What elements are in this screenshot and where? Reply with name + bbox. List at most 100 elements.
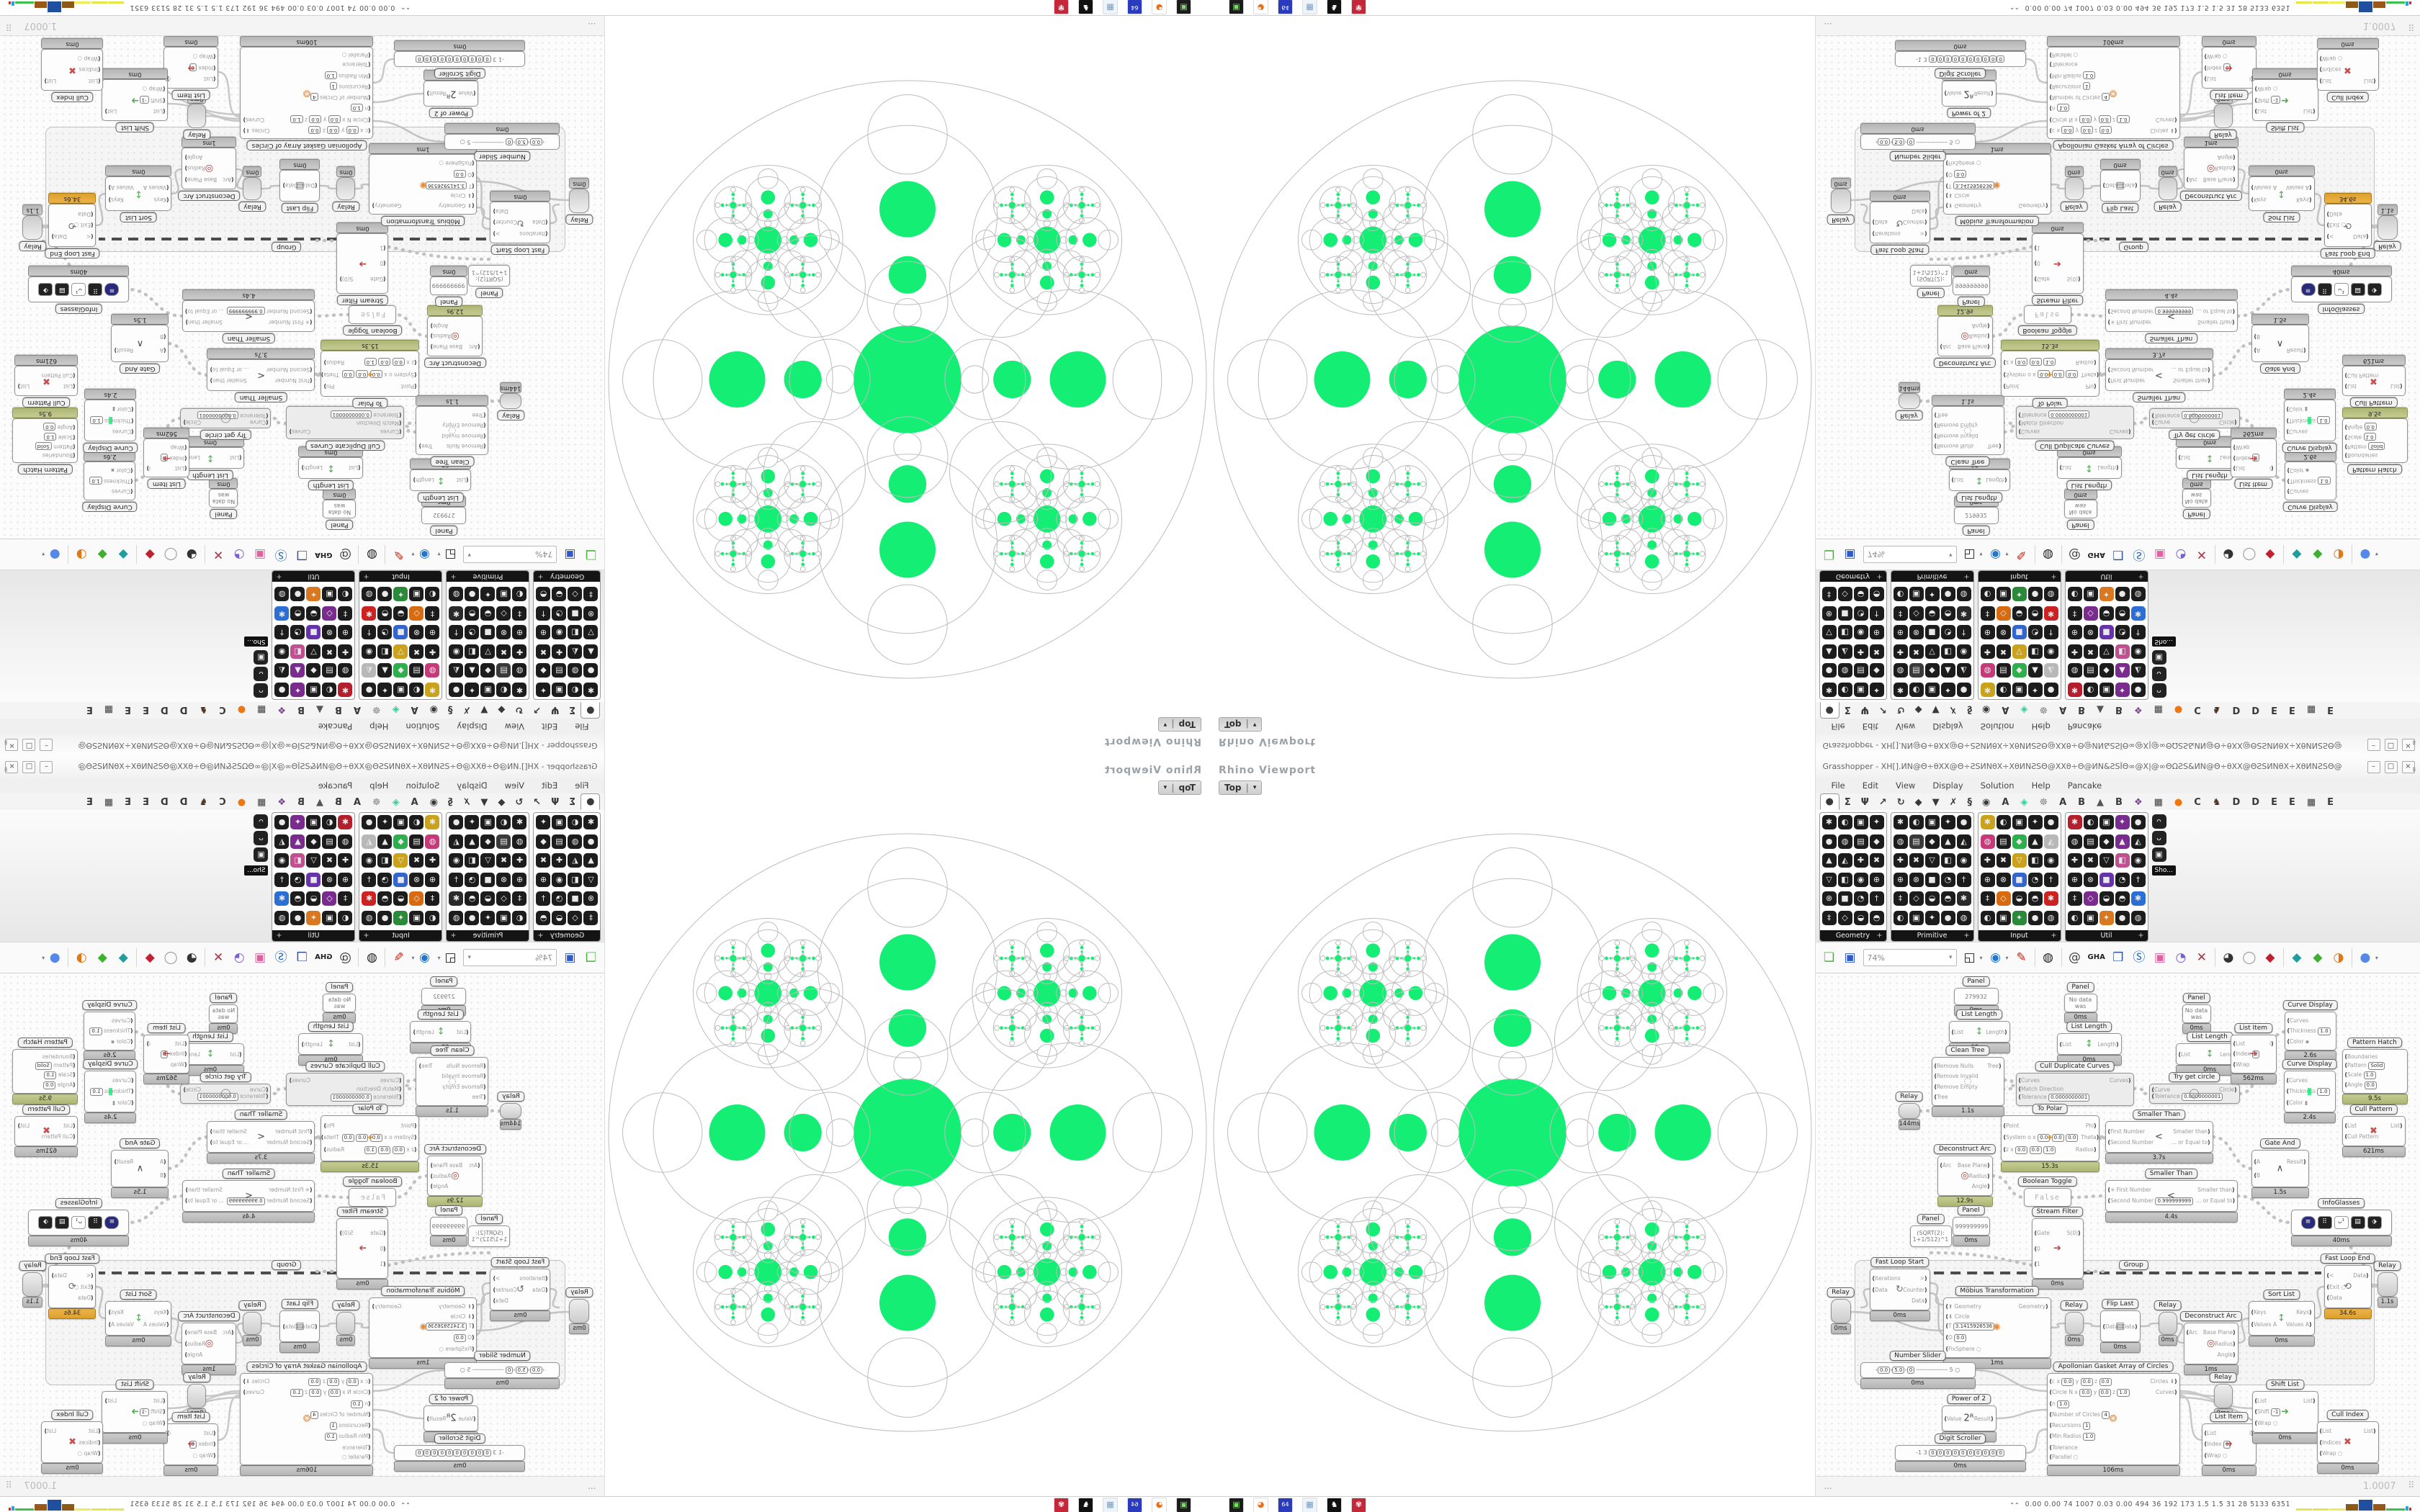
sketch-pen-icon[interactable]: ✎ — [2016, 950, 2027, 965]
gh-node-list-item[interactable]: List ItemListiIndex 0Wrap➜562ms — [2230, 428, 2277, 489]
gh-node-cull-pattern[interactable]: Cull PatternListListCull Pattern✖621ms — [14, 1104, 79, 1157]
value-box[interactable]: 0.0 — [43, 422, 56, 431]
gh-node-gate-and[interactable]: Gate AndAResultB∧1.5s — [111, 1138, 169, 1198]
component-icon[interactable]: ◍ — [425, 663, 440, 678]
node-value[interactable]: (SQRT(2): 1+1/512)^1 — [1912, 1230, 1949, 1243]
input-port[interactable]: Color ▮ — [112, 406, 134, 413]
cat-app-icon[interactable]: ♞ — [1078, 0, 1093, 14]
output-port[interactable]: Counter — [1903, 1287, 1927, 1293]
component-icon[interactable]: ▣ — [1853, 683, 1868, 697]
component-icon[interactable]: ⊕ — [1869, 625, 1884, 640]
component-icon[interactable]: ✚ — [425, 853, 440, 868]
input-port[interactable]: Data — [2327, 1295, 2342, 1301]
component-icon[interactable]: ◍ — [2067, 834, 2082, 849]
gh-node-cull-index[interactable]: Cull IndexListListIndicesWrap ○✖0ms — [41, 38, 104, 102]
palette-expand-icon[interactable]: + — [537, 572, 544, 580]
s-magnifier-icon[interactable]: Ⓢ — [274, 547, 287, 562]
component-icon[interactable]: ✱ — [1956, 891, 1971, 906]
input-port[interactable]: 1 — [2035, 245, 2040, 251]
node-body[interactable]: -1 3 0000000000 — [394, 51, 526, 67]
node-body[interactable]: No data was — [323, 500, 357, 518]
component-icon[interactable]: ■ — [568, 606, 583, 621]
component-icon[interactable]: ✱ — [425, 683, 440, 697]
input-port[interactable]: O 0.0 — [1946, 1334, 1967, 1343]
input-port[interactable]: Scale 1.0 — [2345, 432, 2376, 441]
node-body[interactable] — [1830, 189, 1851, 213]
node-body[interactable] — [22, 1272, 43, 1297]
input-port[interactable]: List — [153, 108, 166, 114]
input-port[interactable]: Keys — [154, 1309, 169, 1315]
input-port[interactable]: Curves — [2287, 1077, 2308, 1084]
node-body[interactable]: ListiIndex 0Wrap ○➜ — [163, 47, 219, 89]
component-icon[interactable]: ✦ — [480, 587, 496, 602]
value-box[interactable]: 1.0 — [89, 477, 102, 485]
plugin-tab[interactable]: ▦ — [257, 797, 266, 808]
palette-panel-label[interactable]: Geometry + — [534, 930, 601, 941]
component-icon[interactable]: ⊕ — [536, 872, 551, 887]
node-body[interactable] — [2377, 215, 2398, 240]
gh-node-m-bius-transformation[interactable]: Möbius Transformation⬆ GeometryGeometry⬇… — [1942, 1286, 2051, 1369]
node-value[interactable]: No data was — [2069, 996, 2092, 1009]
input-port[interactable]: Data — [532, 220, 547, 226]
category-tab-icon[interactable]: Σ — [569, 797, 576, 808]
node-body[interactable]: CurvesCurvesMatch DirectionTolerance 0.0… — [2015, 1073, 2134, 1106]
component-icon[interactable]: ◉ — [2130, 853, 2146, 868]
component-icon[interactable]: ✱ — [2043, 891, 2058, 906]
output-port[interactable]: Radius — [2215, 166, 2236, 172]
menu-item-edit[interactable]: Edit — [1862, 721, 1879, 732]
status-dots[interactable]: ... — [1824, 1481, 1832, 1491]
node-value[interactable]: No data was — [2069, 503, 2092, 516]
component-icon[interactable]: ◍ — [362, 910, 377, 925]
component-icon[interactable]: ◆ — [536, 663, 551, 678]
node-body[interactable]: AResultB∧ — [2251, 325, 2309, 362]
chevron-down-icon[interactable]: ▾ — [411, 551, 415, 558]
component-icon[interactable]: ◧ — [290, 644, 305, 659]
gh-node-cull-pattern[interactable]: Cull PatternListListCull Pattern✖621ms — [2341, 1104, 2406, 1157]
plugin-tab[interactable]: ▦ — [2306, 797, 2316, 808]
gh-node-panel[interactable]: Panel (SQRT(2): 1+1/512)^1 — [468, 1214, 511, 1247]
output-port[interactable]: Curves — [290, 428, 310, 435]
plugin-tab[interactable]: A — [411, 797, 418, 808]
window-image-icon[interactable]: ❒ — [296, 547, 308, 562]
component-icon[interactable]: ⊗ — [1996, 625, 2011, 640]
input-port[interactable]: A — [160, 347, 166, 354]
component-icon[interactable]: ▤ — [2083, 663, 2098, 678]
component-icon[interactable]: ◭ — [1956, 663, 1971, 678]
menu-item-view[interactable]: View — [504, 721, 524, 732]
node-value[interactable]: 999999999 — [431, 1223, 465, 1230]
preview-eye-icon[interactable]: ◉ — [1990, 547, 2001, 562]
component-icon[interactable]: ■ — [1837, 891, 1852, 906]
component-icon[interactable]: ◇ — [568, 587, 583, 602]
gh-node-fast-loop-start[interactable]: Fast Loop StartIterations>DataCounterDat… — [1869, 1257, 1930, 1321]
cat-app-icon[interactable]: ♞ — [1327, 1498, 1342, 1512]
component-icon[interactable]: ◉ — [1956, 644, 1971, 659]
output-port[interactable]: Length — [2220, 1051, 2241, 1058]
glasses-chip-icon[interactable]: ▤ — [55, 283, 70, 296]
plugin-tab[interactable]: ▲ — [2097, 704, 2105, 715]
plugin-tab[interactable]: E — [2271, 797, 2277, 808]
menu-item-pancake[interactable]: Pancake — [318, 780, 353, 791]
node-body[interactable]: CurveCircleTolerance 0.0000000001◯ — [2148, 1084, 2240, 1104]
category-tab-icon[interactable]: ↗ — [533, 797, 542, 808]
component-icon[interactable]: ▣ — [480, 815, 496, 829]
component-icon[interactable]: ✱ — [2130, 891, 2146, 906]
input-port[interactable]: O 0.0 — [453, 1334, 475, 1343]
glasses-chip-icon[interactable]: ⠿ — [88, 1216, 103, 1229]
gh-node-panel[interactable]: Panel No data was 0ms — [323, 489, 357, 530]
value-box[interactable]: 0 — [1989, 1449, 1997, 1457]
input-port[interactable]: Tolerance 0.0000000001 — [2152, 410, 2223, 419]
component-icon[interactable]: ◒ — [480, 606, 496, 621]
value-box[interactable]: 0.0000000001 — [330, 1094, 372, 1102]
node-body[interactable]: 999999999 — [430, 1217, 468, 1236]
gh-node-fast-loop-end[interactable]: Fast Loop End<DataExit ○Data⟲34.6s — [45, 1254, 100, 1319]
gh-node-cull-pattern[interactable]: Cull PatternListListCull Pattern✖621ms — [2341, 355, 2406, 408]
value-box[interactable]: 0 — [1906, 138, 1915, 145]
input-port[interactable]: 0 — [380, 261, 385, 267]
component-icon[interactable]: ● — [377, 910, 393, 925]
input-port[interactable]: Arc — [469, 343, 480, 350]
component-icon[interactable]: ⊕ — [1980, 872, 1995, 887]
input-port[interactable]: ⬆ Geometry — [1946, 1303, 1981, 1310]
